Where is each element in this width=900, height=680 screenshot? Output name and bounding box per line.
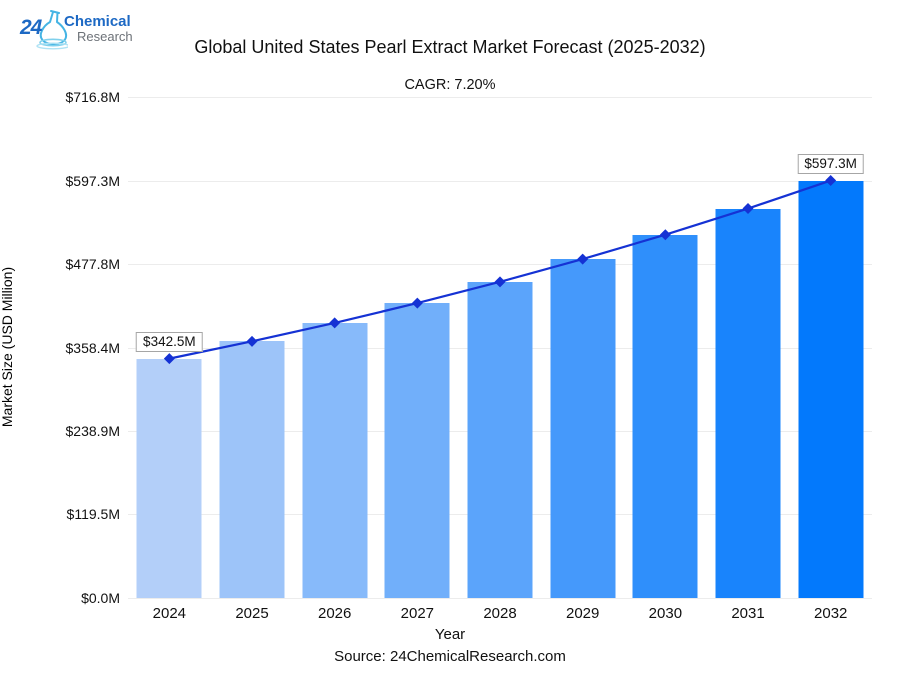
data-point-marker	[494, 276, 506, 288]
flask-icon: 24	[20, 8, 70, 50]
value-callout: $342.5M	[136, 331, 203, 352]
gridline	[128, 598, 872, 599]
logo-text: Chemical Research	[64, 14, 133, 43]
y-tick-label: $597.3M	[65, 172, 120, 189]
x-tick-label: 2027	[400, 605, 435, 622]
logo-number: 24	[20, 16, 42, 39]
x-tick-label: 2029	[566, 605, 600, 622]
bar-2032	[798, 180, 864, 598]
gridline	[128, 180, 872, 182]
y-tick-label: $716.8M	[65, 89, 120, 105]
chart-subtitle: CAGR: 7.20%	[404, 77, 496, 93]
bar-2024	[136, 358, 202, 598]
bar-2030	[632, 234, 698, 598]
data-point-marker	[825, 175, 837, 187]
y-tick-label: $119.5M	[66, 506, 120, 523]
x-tick-label: 2031	[731, 605, 765, 622]
data-point-marker	[742, 203, 754, 215]
data-point-marker	[411, 297, 423, 309]
y-tick-label: $477.8M	[65, 256, 120, 273]
bar-2029	[550, 259, 616, 598]
x-axis-label: Year	[434, 626, 466, 643]
x-tick-label: 2028	[483, 605, 517, 622]
bar-2028	[467, 281, 533, 598]
x-tick-label: 2032	[814, 605, 848, 622]
bar-2025	[219, 341, 285, 598]
chart-title: Global United States Pearl Extract Marke…	[194, 37, 706, 57]
logo-name-bottom: Research	[77, 28, 133, 44]
trend-line-layer	[163, 175, 837, 365]
data-point-marker	[577, 253, 589, 265]
x-tick-label: 2030	[648, 605, 683, 622]
flask-icon-svg	[36, 10, 70, 50]
value-callout: $597.3M	[797, 153, 864, 174]
x-axis-ticks: 2024 2025 2026 2027 2028 2029 2030 2031 2032	[128, 605, 872, 622]
y-tick-label: $358.4M	[65, 339, 120, 356]
logo-name-top: Chemical	[64, 13, 131, 30]
gridline	[128, 97, 872, 98]
bar-2026	[302, 322, 368, 598]
x-tick-label: 2025	[235, 605, 269, 622]
data-point-marker	[329, 317, 341, 329]
trend-line	[169, 179, 832, 360]
bar-2027	[384, 303, 450, 598]
company-logo: 24 Chemical Research	[20, 8, 133, 50]
y-tick-label: $238.9M	[65, 423, 120, 440]
data-point-marker	[163, 353, 175, 365]
data-point-marker	[246, 335, 258, 347]
x-tick-label: 2024	[152, 605, 187, 622]
data-point-marker	[659, 229, 671, 241]
y-axis-ticks: $716.8M $597.3M $477.8M $358.4M $238.9M $119.…	[0, 0, 120, 680]
x-tick-label: 2026	[317, 605, 352, 622]
bar-2031	[715, 208, 781, 598]
y-tick-label: $0.0M	[81, 590, 120, 606]
gridline	[128, 264, 872, 266]
plot-area: $342.5M $597.3M	[128, 97, 872, 599]
source-attribution: Source: 24ChemicalResearch.com	[334, 648, 566, 665]
